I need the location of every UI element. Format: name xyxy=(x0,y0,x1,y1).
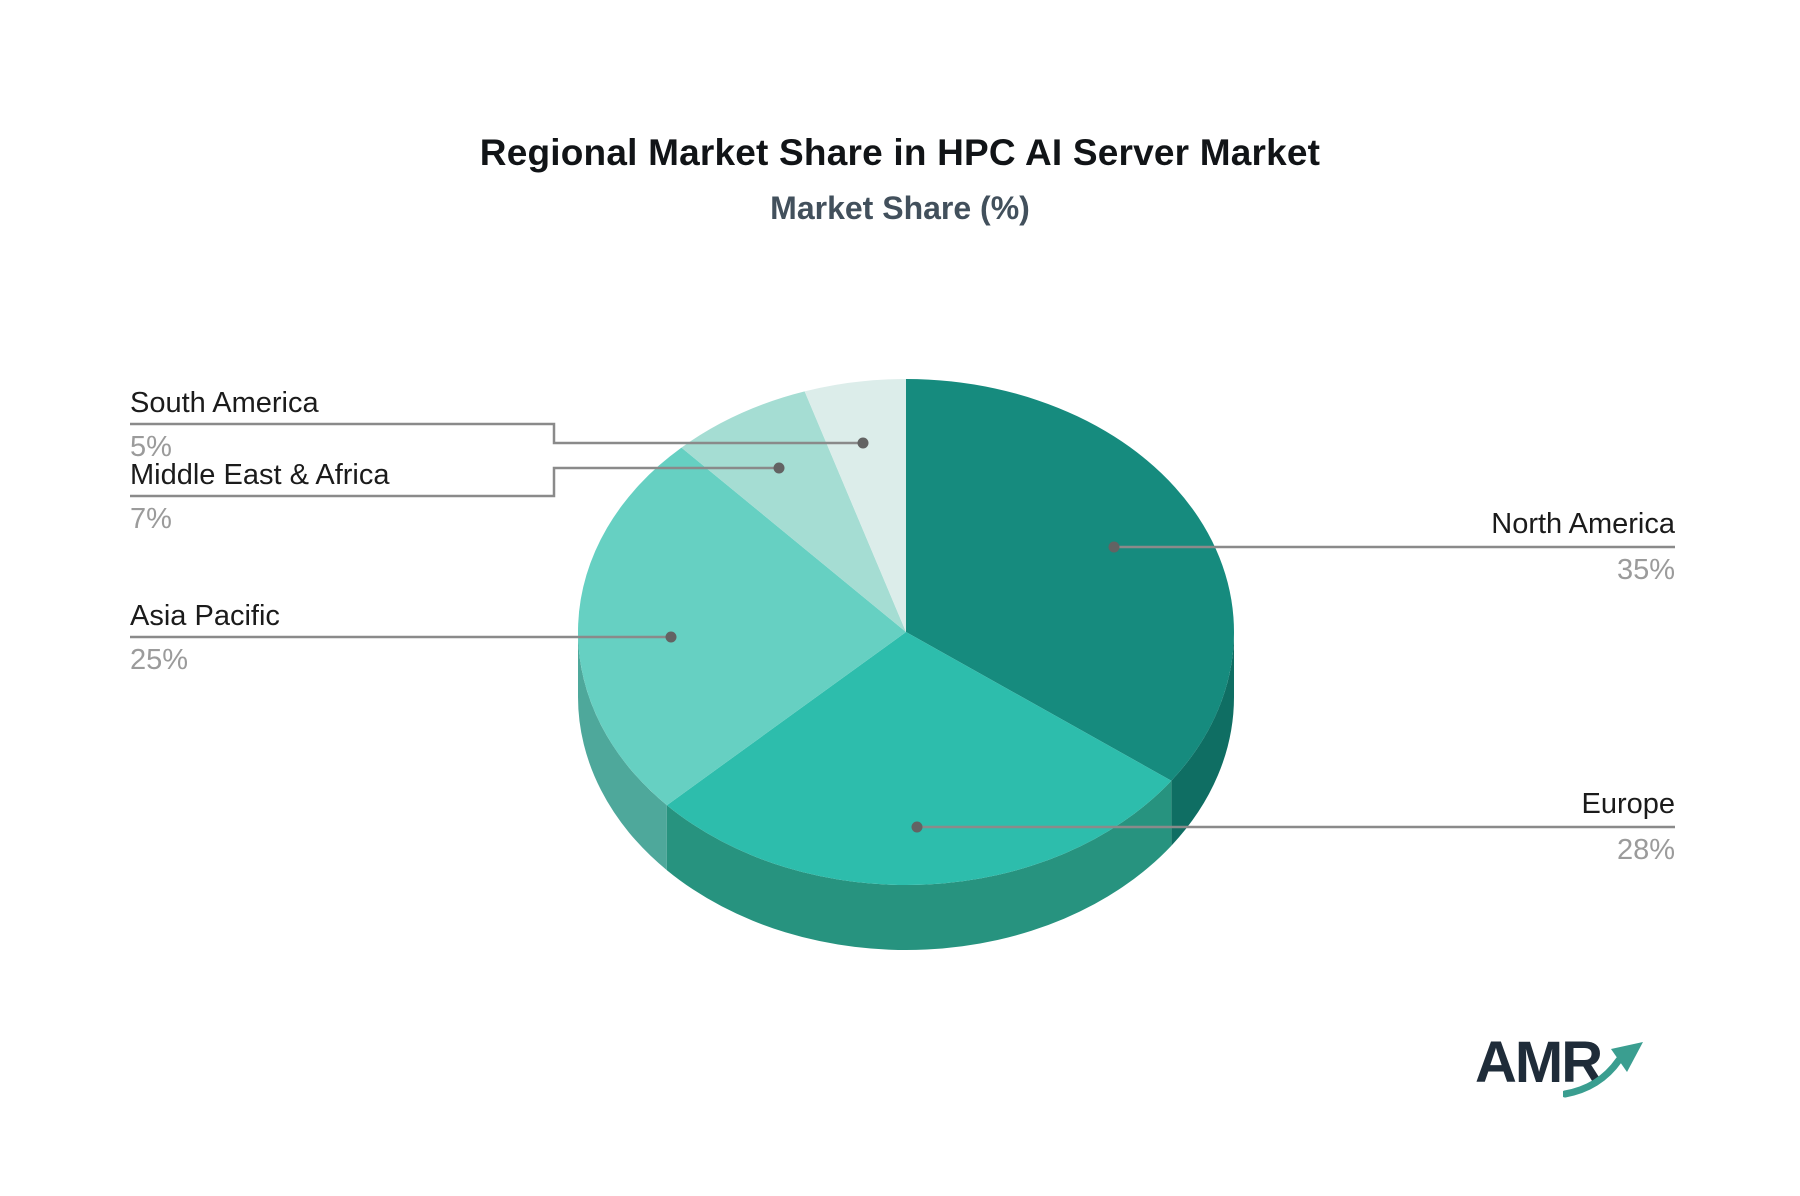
leader-lines xyxy=(130,422,1675,829)
dot-europe xyxy=(911,821,923,833)
pie-slice-asia-pacific[interactable] xyxy=(577,447,906,806)
label-asia-pacific-name: Asia Pacific xyxy=(130,600,280,632)
label-south-america-name: South America xyxy=(130,387,319,419)
value-south-america: 5% xyxy=(130,430,172,464)
pie-slice-side-europe[interactable] xyxy=(666,780,1172,950)
pie-slices xyxy=(577,379,1234,950)
label-middle-east-africa: Middle East & Africa xyxy=(130,458,390,492)
label-north-america-name: North America xyxy=(1491,508,1675,540)
dot-north-america xyxy=(1108,541,1120,553)
value-asia-pacific-pct: 25% xyxy=(130,644,189,676)
value-south-america-pct: 5% xyxy=(130,431,172,463)
leader-south-america xyxy=(130,422,863,445)
label-middle-east-africa-name: Middle East & Africa xyxy=(130,459,390,491)
value-middle-east-africa-pct: 7% xyxy=(130,503,172,535)
dot-asia-pacific xyxy=(665,631,677,643)
label-asia-pacific: Asia Pacific xyxy=(130,599,280,633)
label-europe-name: Europe xyxy=(1581,788,1675,820)
amr-logo-text: AMR xyxy=(1475,1030,1603,1095)
leader-dots xyxy=(665,437,1120,833)
value-europe: 28% xyxy=(1617,833,1675,867)
leader-middle-east-africa xyxy=(130,466,779,498)
value-asia-pacific: 25% xyxy=(130,643,188,677)
amr-logo-arrow-icon xyxy=(1563,1042,1643,1098)
pie-slice-europe[interactable] xyxy=(666,632,1172,885)
label-north-america: North America xyxy=(1491,507,1675,541)
dot-south-america xyxy=(857,437,869,449)
label-europe: Europe xyxy=(1581,787,1675,821)
chart-title: Regional Market Share in HPC AI Server M… xyxy=(479,132,1321,173)
value-north-america: 35% xyxy=(1617,553,1675,587)
amr-logo: AMR xyxy=(1475,1032,1655,1112)
chart-subtitle: Market Share (%) xyxy=(770,190,1030,226)
dot-middle-east-africa xyxy=(773,462,785,474)
pie-slice-north-america[interactable] xyxy=(906,379,1234,781)
value-europe-pct: 28% xyxy=(1616,834,1675,866)
pie-slice-side-asia-pacific[interactable] xyxy=(578,632,667,871)
value-north-america-pct: 35% xyxy=(1616,554,1675,586)
pie-slice-side-north-america[interactable] xyxy=(1171,632,1234,846)
value-middle-east-africa: 7% xyxy=(130,502,172,536)
label-south-america: South America xyxy=(130,386,319,420)
pie-slice-middle-east-africa[interactable] xyxy=(681,391,906,632)
